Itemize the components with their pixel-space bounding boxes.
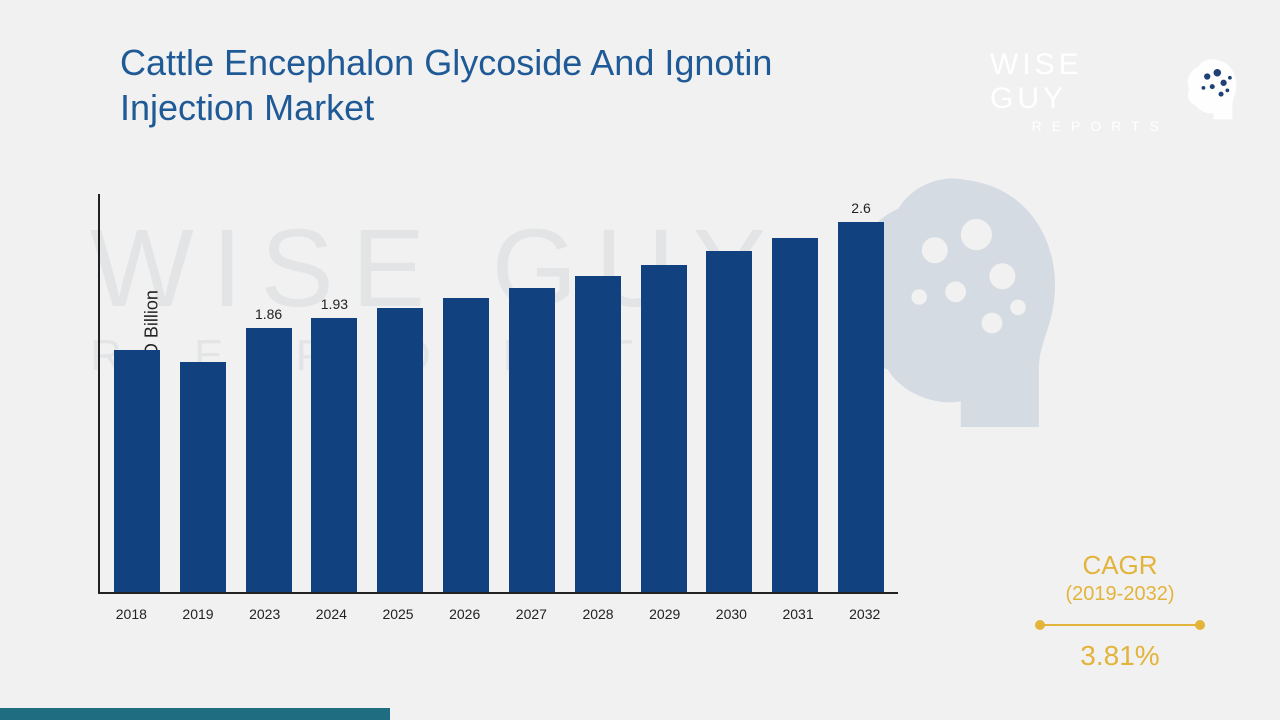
bar-slot [170, 194, 236, 592]
bars-container: 1.86 1.93 2.6 [100, 194, 898, 592]
x-tick-label: 2024 [298, 606, 365, 622]
x-tick-label: 2027 [498, 606, 565, 622]
bar-value-label: 1.86 [255, 306, 282, 324]
bar-value-label: 1.93 [321, 296, 348, 314]
x-tick-label: 2032 [831, 606, 898, 622]
bottom-accent-strip [0, 708, 390, 720]
bar-slot: 2.6 [828, 194, 894, 592]
x-tick-label: 2031 [765, 606, 832, 622]
bar-chart: Market Value in USD Billion 1.861.932.6 … [90, 170, 910, 630]
bar-slot [499, 194, 565, 592]
cagr-range: (2019-2032) [1020, 583, 1220, 606]
bar [641, 265, 687, 592]
chart-title: Cattle Encephalon Glycoside And Ignotin … [120, 40, 860, 130]
bar-slot: 1.93 [301, 194, 367, 592]
brand-logo-line2: REPORTS [1032, 118, 1169, 134]
brand-head-icon [1177, 56, 1240, 126]
bar-slot: 1.86 [236, 194, 302, 592]
brand-logo: WISE GUY REPORTS [990, 48, 1240, 134]
bar-slot [433, 194, 499, 592]
bar-slot [104, 194, 170, 592]
x-tick-label: 2019 [165, 606, 232, 622]
bar-slot [565, 194, 631, 592]
bar [706, 251, 752, 592]
bar-slot [762, 194, 828, 592]
x-tick-label: 2028 [565, 606, 632, 622]
x-tick-label: 2030 [698, 606, 765, 622]
cagr-title: CAGR [1020, 550, 1220, 581]
bar-slot [696, 194, 762, 592]
bar [246, 328, 292, 592]
cagr-divider [1040, 624, 1200, 626]
x-tick-label: 2023 [231, 606, 298, 622]
brand-logo-line1: WISE GUY [990, 48, 1169, 116]
bar [509, 288, 555, 592]
bar [114, 350, 160, 592]
x-ticks: 2018201920232024202520262027202820292030… [98, 606, 898, 622]
chart-canvas: WISE GUY R E P O R T S Cattle Encephalon… [0, 0, 1280, 720]
bar [838, 222, 884, 592]
cagr-value: 3.81% [1020, 640, 1220, 672]
x-tick-label: 2029 [631, 606, 698, 622]
bar [377, 308, 423, 592]
cagr-block: CAGR (2019-2032) 3.81% [1020, 550, 1220, 672]
x-tick-label: 2018 [98, 606, 165, 622]
x-tick-label: 2026 [431, 606, 498, 622]
bar-slot [367, 194, 433, 592]
brand-logo-text: WISE GUY REPORTS [990, 48, 1169, 134]
bar-slot [631, 194, 697, 592]
x-tick-label: 2025 [365, 606, 432, 622]
bar [443, 298, 489, 592]
bar-value-label: 2.6 [851, 200, 870, 218]
bar [311, 318, 357, 592]
bar [772, 238, 818, 592]
plot-area: 1.86 1.93 2.6 [98, 194, 898, 594]
bar [575, 276, 621, 592]
bar [180, 362, 226, 592]
